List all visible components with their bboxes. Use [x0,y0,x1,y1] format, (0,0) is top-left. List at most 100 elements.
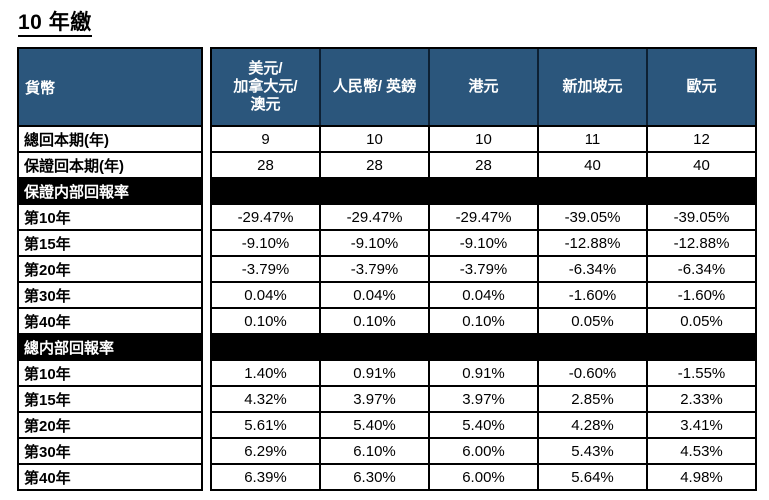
data-cell: -12.88% [537,231,646,255]
data-cell: 0.04% [244,286,287,304]
row-label-year30: 第30年 [19,437,201,463]
data-cell: 40 [646,153,755,177]
table-row: -3.79% -3.79% -3.79% -6.34% -6.34% [212,255,755,281]
data-cell: 1.40% [244,364,287,382]
data-cell: 0.04% [319,283,428,307]
data-cell: -39.05% [537,205,646,229]
row-label-year15: 第15年 [19,385,201,411]
table-row: 6.39% 6.30% 6.00% 5.64% 4.98% [212,463,755,489]
data-cell: 5.64% [537,465,646,489]
data-cell: 4.53% [646,439,755,463]
data-cell: 11 [537,127,646,151]
section-band-total-irr [212,333,755,359]
data-cell: 6.39% [244,468,287,486]
table-row: 4.32% 3.97% 3.97% 2.85% 2.33% [212,385,755,411]
data-cell: -29.47% [428,205,537,229]
label-column: 貨幣 總回本期(年) 保證回本期(年) 保證内部回報率 第10年 第15年 第2… [17,47,203,491]
data-cell: -29.47% [319,205,428,229]
row-label-year15: 第15年 [19,229,201,255]
data-cell: 4.28% [537,413,646,437]
column-header-hkd: 港元 [428,49,537,125]
table-row: 0.10% 0.10% 0.10% 0.05% 0.05% [212,307,755,333]
irr-table: 貨幣 總回本期(年) 保證回本期(年) 保證内部回報率 第10年 第15年 第2… [17,47,757,491]
data-cell: 2.85% [537,387,646,411]
data-cell: -0.60% [537,361,646,385]
data-cell: 0.91% [319,361,428,385]
data-cell: 28 [428,153,537,177]
row-label-year30: 第30年 [19,281,201,307]
data-cell: 0.05% [537,309,646,333]
row-label-year10: 第10年 [19,203,201,229]
section-header-guaranteed-irr: 保證内部回報率 [19,177,201,203]
data-cell: 5.40% [428,413,537,437]
page-title: 10 年繳 [18,6,92,37]
data-cell: -6.34% [646,257,755,281]
data-cell: 6.29% [244,442,287,460]
data-cell: 2.33% [646,387,755,411]
data-cell: 10 [319,127,428,151]
data-cell: 0.91% [428,361,537,385]
table-row: 6.29% 6.10% 6.00% 5.43% 4.53% [212,437,755,463]
data-cell: -3.79% [428,257,537,281]
data-cell: 0.10% [428,309,537,333]
data-cell: 9 [261,130,270,148]
data-columns: 美元/ 加拿大元/ 澳元 人民幣/ 英鎊 港元 新加坡元 歐元 9 10 10 … [210,47,757,491]
data-cell: -6.34% [537,257,646,281]
data-cell: 5.61% [244,416,287,434]
table-row: -9.10% -9.10% -9.10% -12.88% -12.88% [212,229,755,255]
page-title-text: 10 年繳 [18,11,92,37]
data-cell: 4.32% [244,390,287,408]
data-cell: 5.43% [537,439,646,463]
row-label-guaranteed-breakeven: 保證回本期(年) [19,151,201,177]
data-cell: 6.30% [319,465,428,489]
data-cell: 5.40% [319,413,428,437]
data-cell: -12.88% [646,231,755,255]
table-row: -29.47% -29.47% -29.47% -39.05% -39.05% [212,203,755,229]
section-band-guaranteed-irr [212,177,755,203]
currency-header-row: 美元/ 加拿大元/ 澳元 人民幣/ 英鎊 港元 新加坡元 歐元 [212,49,755,125]
data-cell: 3.97% [319,387,428,411]
row-label-year40: 第40年 [19,463,201,489]
data-cell: 28 [319,153,428,177]
column-header-currency: 貨幣 [19,49,201,125]
data-cell: -29.47% [237,208,294,226]
data-cell: 6.10% [319,439,428,463]
data-cell: -1.60% [537,283,646,307]
table-row: 0.04% 0.04% 0.04% -1.60% -1.60% [212,281,755,307]
data-cell: 0.10% [319,309,428,333]
data-cell: 10 [428,127,537,151]
column-header-sgd: 新加坡元 [537,49,646,125]
data-cell: -3.79% [241,260,290,278]
data-cell: 3.41% [646,413,755,437]
data-cell: -9.10% [241,234,290,252]
data-cell: 3.97% [428,387,537,411]
data-cell: 6.00% [428,465,537,489]
data-cell: -9.10% [428,231,537,255]
data-cell: -1.60% [646,283,755,307]
data-cell: -3.79% [319,257,428,281]
row-label-total-breakeven: 總回本期(年) [19,125,201,151]
data-cell: 0.05% [646,309,755,333]
data-cell: 12 [646,127,755,151]
data-cell: -39.05% [646,205,755,229]
row-label-year20: 第20年 [19,255,201,281]
data-cell: 4.98% [646,465,755,489]
table-row: 28 28 28 40 40 [212,151,755,177]
column-header-eur: 歐元 [646,49,755,125]
row-label-year40: 第40年 [19,307,201,333]
column-header-rmb-gbp: 人民幣/ 英鎊 [319,49,428,125]
row-label-year20: 第20年 [19,411,201,437]
table-row: 5.61% 5.40% 5.40% 4.28% 3.41% [212,411,755,437]
table-row: 1.40% 0.91% 0.91% -0.60% -1.55% [212,359,755,385]
data-cell: 6.00% [428,439,537,463]
table-row: 9 10 10 11 12 [212,125,755,151]
data-cell: -9.10% [319,231,428,255]
data-cell: -1.55% [646,361,755,385]
data-cell: 0.04% [428,283,537,307]
column-header-usd-cad-aud: 美元/ 加拿大元/ 澳元 [233,60,298,113]
section-header-total-irr: 總内部回報率 [19,333,201,359]
data-cell: 0.10% [244,312,287,330]
row-label-year10: 第10年 [19,359,201,385]
data-cell: 28 [257,156,274,174]
data-cell: 40 [537,153,646,177]
